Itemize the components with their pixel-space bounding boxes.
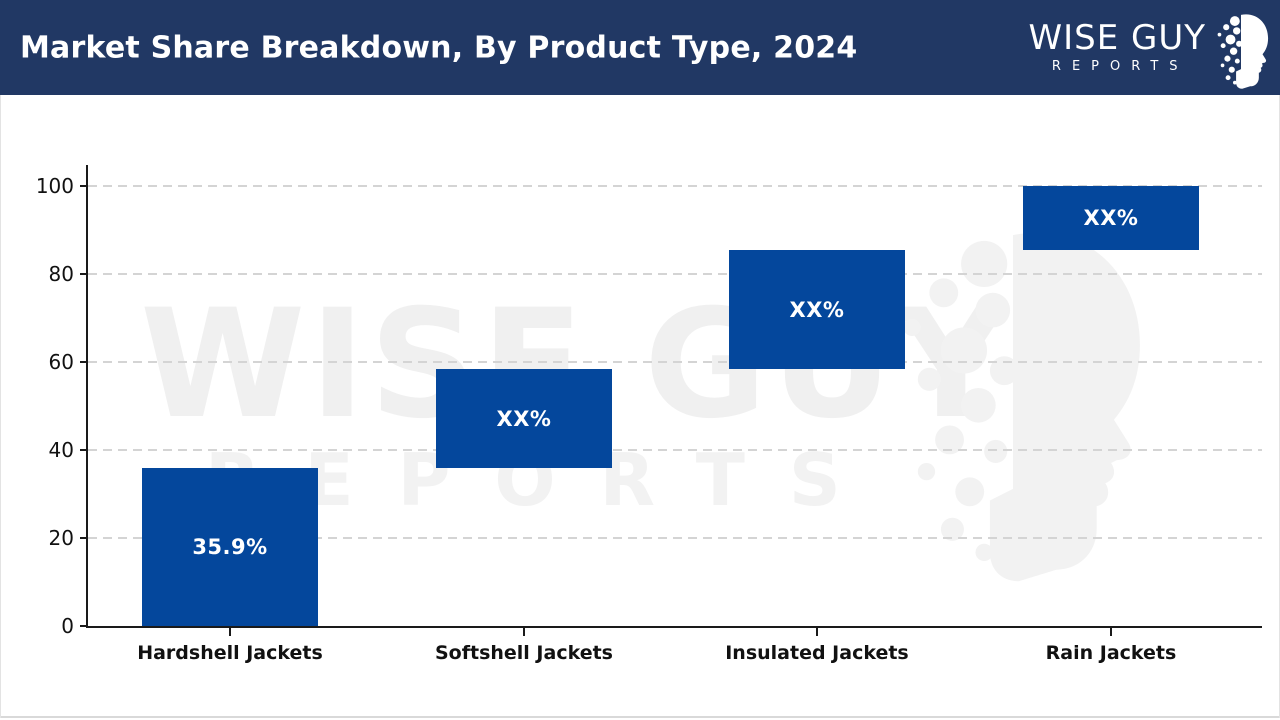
x-axis-label: Hardshell Jackets	[137, 642, 323, 664]
y-axis-tick-label: 100	[35, 174, 74, 198]
logo-text: WISE GUY REPORTS	[1028, 18, 1206, 75]
y-axis-tick-label: 60	[48, 350, 74, 374]
y-axis-tick-label: 80	[48, 262, 74, 286]
gridline	[88, 185, 1262, 187]
wiseguy-logo: WISE GUY REPORTS	[1006, 6, 1272, 90]
x-axis-tick	[523, 628, 525, 636]
y-axis-tick	[80, 361, 88, 363]
x-axis	[88, 626, 1262, 628]
x-axis-label: Rain Jackets	[1045, 642, 1177, 664]
bar-value-label: XX%	[789, 297, 845, 322]
gridline	[88, 449, 1262, 451]
wiseguy-head-icon	[1217, 14, 1269, 89]
gridline	[88, 537, 1262, 539]
x-axis-label: Insulated Jackets	[725, 642, 909, 664]
y-axis-tick-label: 20	[48, 526, 74, 550]
y-axis-tick-label: 40	[48, 438, 74, 462]
y-axis-tick	[80, 185, 88, 187]
bar-value-label: XX%	[1083, 206, 1139, 230]
bar-value-label: 35.9%	[192, 535, 268, 559]
page-title: Market Share Breakdown, By Product Type,…	[20, 30, 858, 65]
y-axis-tick	[80, 273, 88, 275]
header: Market Share Breakdown, By Product Type,…	[0, 0, 1280, 95]
x-axis-label: Softshell Jackets	[434, 642, 613, 664]
bar-segment: XX%	[729, 250, 905, 369]
bar-value-label: XX%	[496, 406, 552, 431]
x-axis-tick	[1110, 628, 1112, 636]
x-axis-tick	[816, 628, 818, 636]
y-axis-tick	[80, 537, 88, 539]
logo-wordmark: WISE GUY	[1028, 18, 1206, 58]
y-axis-tick	[80, 449, 88, 451]
page-bottom-edge	[0, 716, 1280, 718]
gridline	[88, 273, 1262, 275]
y-axis	[86, 165, 88, 628]
page-left-edge	[0, 95, 1, 718]
gridline	[88, 361, 1262, 363]
x-axis-tick	[229, 628, 231, 636]
y-axis-tick-label: 0	[61, 614, 74, 638]
logo-subtext: REPORTS	[1051, 59, 1189, 75]
bar-segment: XX%	[1023, 186, 1199, 250]
y-axis-tick	[80, 625, 88, 627]
bar-segment: XX%	[436, 369, 612, 468]
bar-segment: 35.9%	[142, 468, 318, 626]
